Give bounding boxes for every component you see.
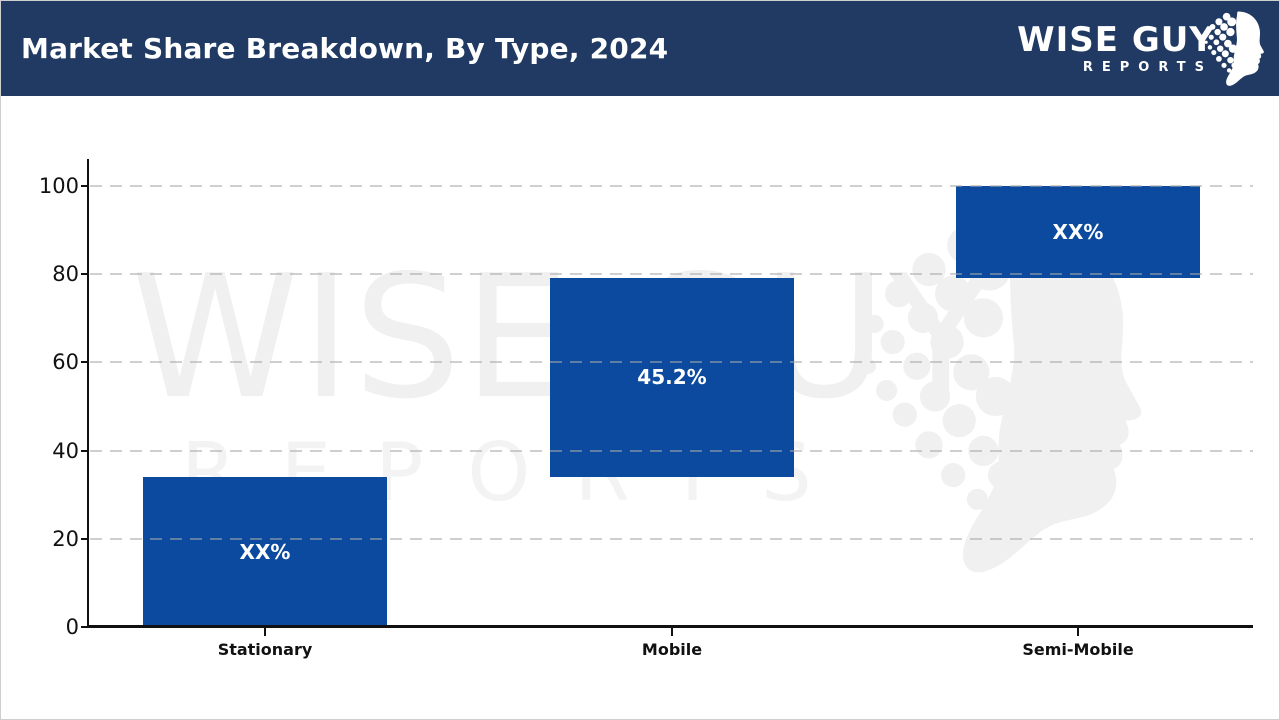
gridline bbox=[90, 449, 1253, 452]
brand-name: WISE GUY bbox=[1017, 19, 1215, 60]
y-tick-label: 20 bbox=[52, 526, 79, 551]
gridline bbox=[90, 185, 1253, 187]
bar-semi-mobile: XX% bbox=[956, 186, 1200, 278]
y-tick-mark bbox=[81, 273, 88, 276]
bar-value-label: 45.2% bbox=[637, 365, 707, 390]
wise-guy-face-icon bbox=[1201, 9, 1265, 89]
brand-tagline: REPORTS bbox=[1082, 59, 1213, 75]
brand-logo: WISE GUY REPORTS bbox=[1017, 9, 1265, 89]
bar-value-label: XX% bbox=[1052, 219, 1104, 244]
y-tick-mark bbox=[81, 449, 88, 452]
y-tick-label: 80 bbox=[52, 262, 79, 287]
y-tick-mark bbox=[81, 185, 88, 187]
y-tick-mark bbox=[81, 537, 88, 540]
gridline bbox=[90, 361, 1253, 364]
bar-stationary: XX% bbox=[143, 477, 387, 627]
x-category-label: Stationary bbox=[217, 640, 313, 659]
y-tick-label: 40 bbox=[52, 438, 79, 463]
x-tick-mark bbox=[671, 628, 673, 636]
y-tick-label: 60 bbox=[52, 350, 79, 375]
x-tick-mark bbox=[264, 628, 266, 636]
gridline bbox=[90, 273, 1253, 276]
chart-title: Market Share Breakdown, By Type, 2024 bbox=[21, 32, 669, 65]
y-axis-line bbox=[87, 159, 89, 628]
bar-mobile: 45.2% bbox=[550, 277, 794, 478]
header-bar: Market Share Breakdown, By Type, 2024 WI… bbox=[1, 1, 1279, 96]
gridline bbox=[90, 537, 1253, 540]
brand-text: WISE GUY REPORTS bbox=[1017, 23, 1215, 75]
y-tick-mark bbox=[81, 361, 88, 364]
y-tick-label: 0 bbox=[65, 615, 79, 639]
bar-value-label: XX% bbox=[239, 540, 291, 565]
y-tick-label: 100 bbox=[38, 174, 79, 198]
x-tick-mark bbox=[1077, 628, 1079, 636]
x-axis-line bbox=[87, 625, 1253, 628]
x-category-label: Semi-Mobile bbox=[1022, 640, 1134, 659]
y-tick-mark bbox=[81, 626, 88, 628]
x-category-label: Mobile bbox=[641, 640, 703, 659]
